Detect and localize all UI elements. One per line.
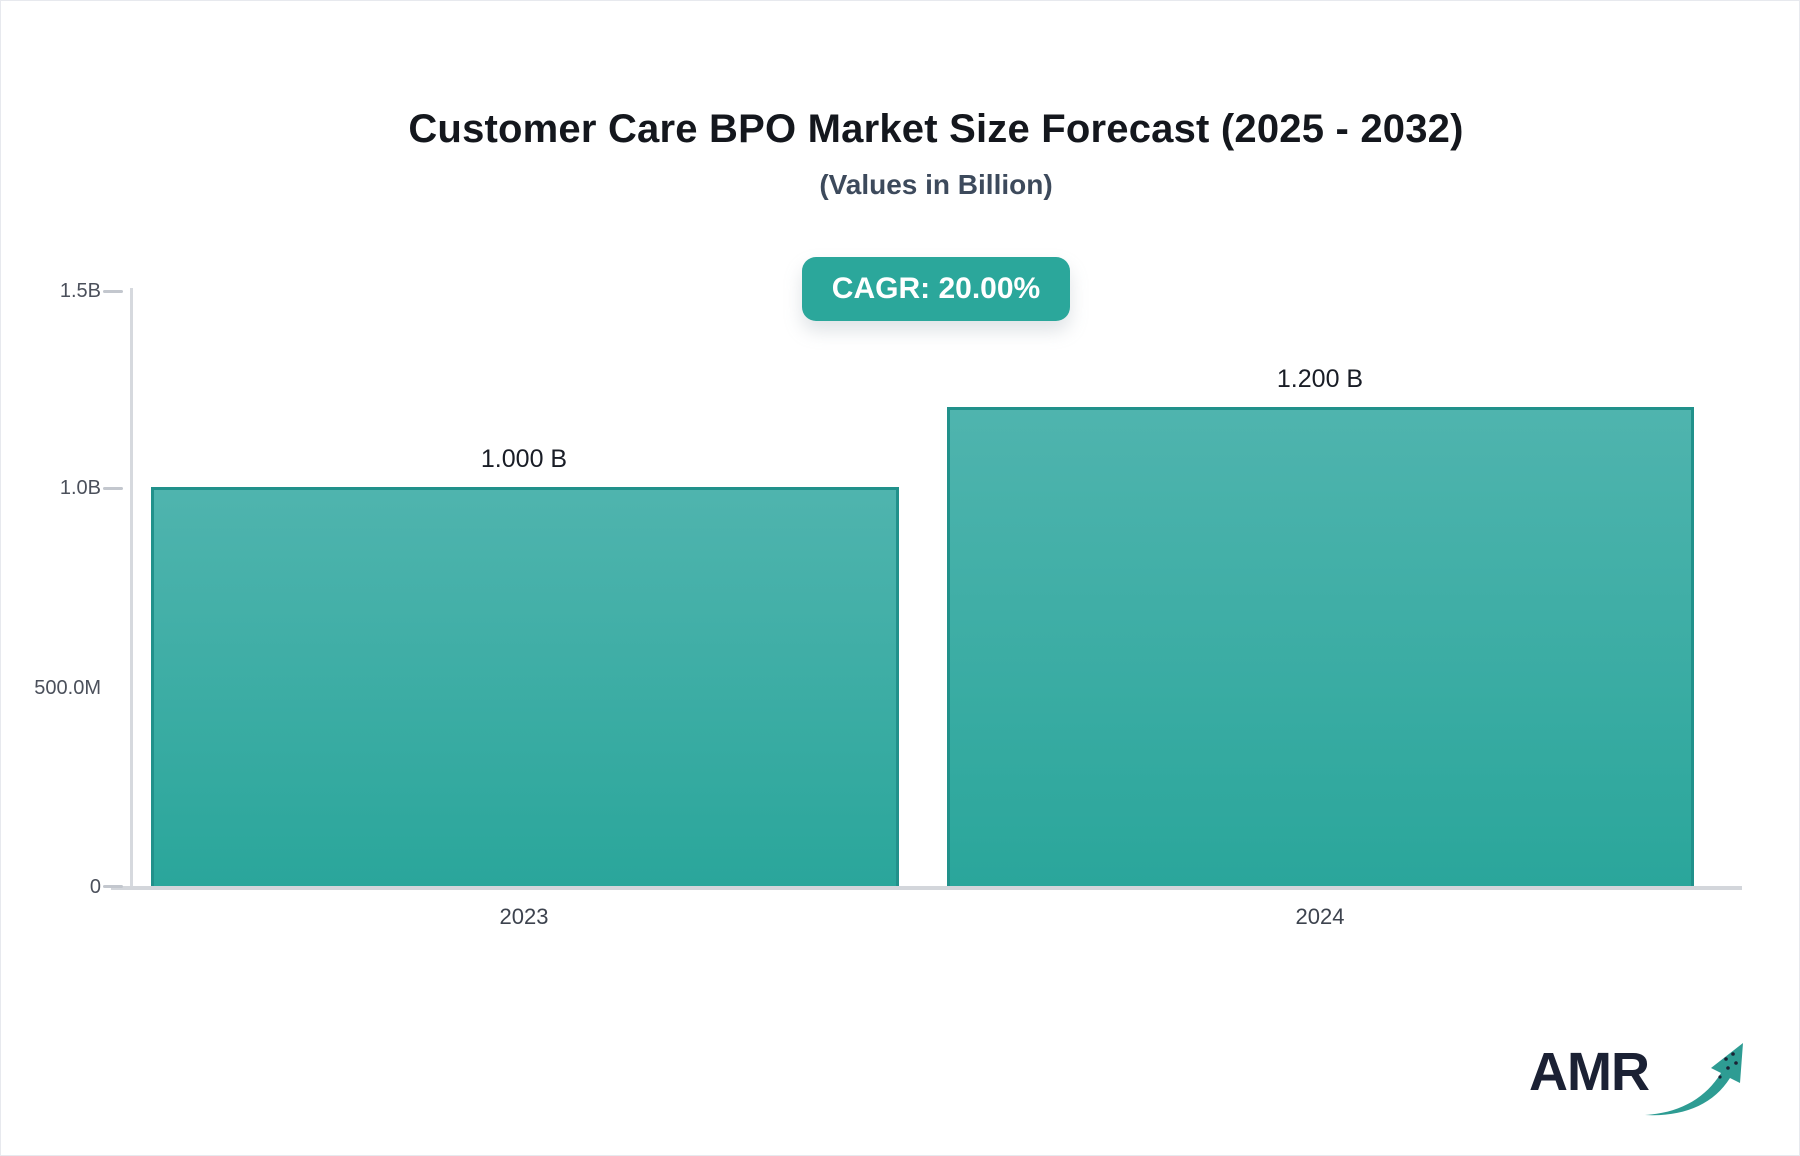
cagr-badge-row: CAGR: 20.00% — [131, 257, 1741, 321]
y-axis-label: 1.5B — [59, 280, 101, 302]
y-axis-line — [130, 288, 133, 889]
y-tick-0 — [103, 885, 123, 888]
y-axis-label: 0 — [89, 876, 101, 898]
bar-2024 — [947, 407, 1694, 886]
bar-2023 — [151, 487, 899, 886]
y-axis-label: 500.0M — [34, 677, 101, 699]
y-tick-1-5b — [103, 290, 123, 293]
cagr-badge: CAGR: 20.00% — [801, 257, 1071, 321]
y-axis-label: 1.0B — [59, 477, 101, 499]
x-axis-label-2023: 2023 — [499, 904, 549, 929]
amr-logo: AMR — [1521, 1031, 1751, 1121]
chart-title: Customer Care BPO Market Size Forecast (… — [408, 107, 1464, 151]
amr-logo-text: AMR — [1529, 1042, 1650, 1102]
bar-value-label-2024: 1.200 B — [1276, 365, 1364, 393]
x-axis-label-2024: 2024 — [1295, 904, 1345, 929]
amr-logo-arrow-icon — [1645, 1043, 1743, 1116]
y-tick-1-0b — [103, 487, 123, 490]
bar-value-label-2023: 1.000 B — [480, 445, 568, 473]
x-axis-baseline — [111, 886, 1742, 890]
chart-subtitle: (Values in Billion) — [819, 169, 1053, 200]
